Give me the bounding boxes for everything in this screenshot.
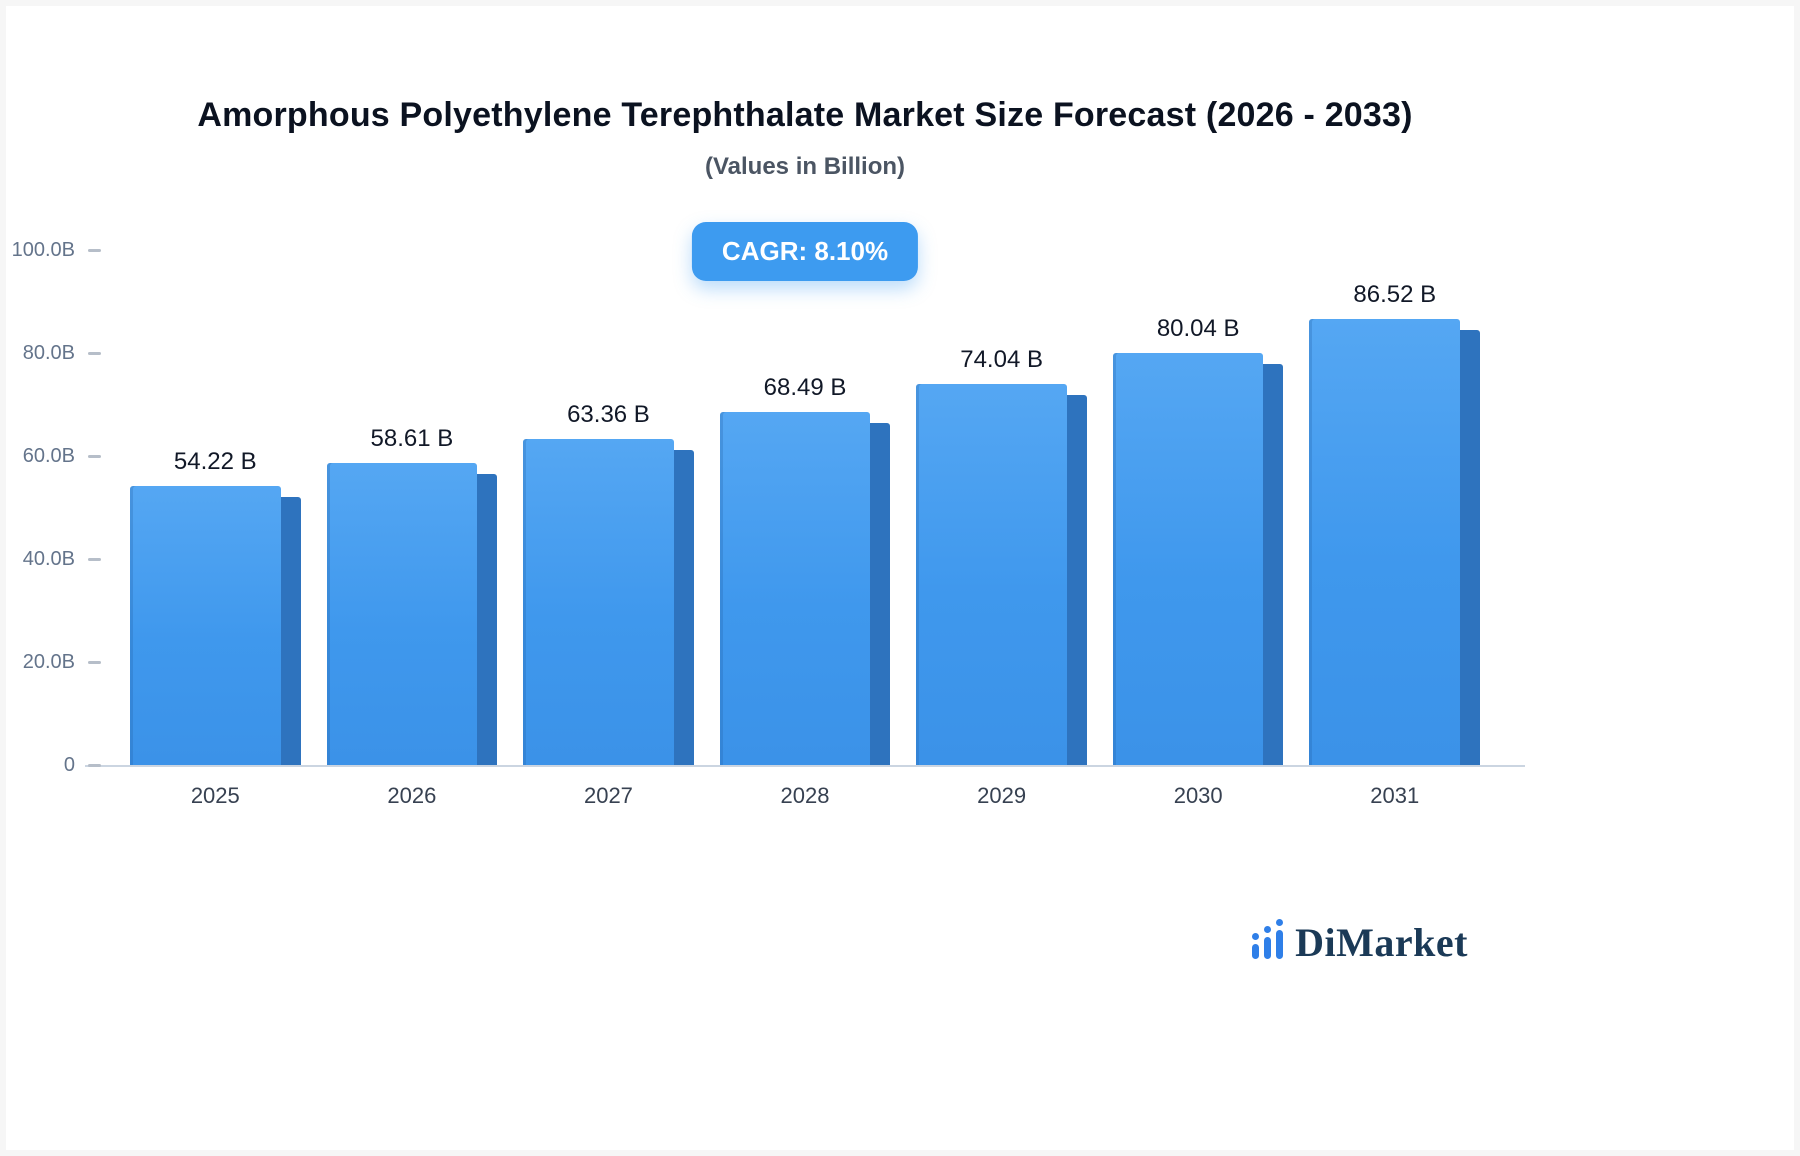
bar-group-2030: 80.04 B <box>1112 250 1284 765</box>
bar-2029 <box>916 383 1087 765</box>
bar-group-2028: 68.49 B <box>719 250 891 765</box>
y-tick-mark <box>88 352 101 355</box>
bar-value-label: 63.36 B <box>567 400 650 428</box>
y-tick-mark <box>88 764 101 767</box>
bar-group-2025: 54.22 B <box>130 250 301 765</box>
bar-face <box>523 438 674 765</box>
x-tick-label-2027: 2027 <box>583 783 633 808</box>
bar-2028 <box>719 412 891 765</box>
bar-value-label: 58.61 B <box>370 425 454 453</box>
bar-value-label: 68.49 B <box>763 374 847 402</box>
chart-title: Amorphous Polyethylene Terephthalate Mar… <box>197 96 1413 134</box>
bars-row: 54.22 B 58.61 B 63.36 B 68.49 B 74.04 B 80.04… <box>85 250 1525 765</box>
bar-2027 <box>523 438 694 765</box>
x-tick-label-2031: 2031 <box>1370 783 1420 808</box>
bar-2025 <box>130 485 301 765</box>
dimarket-logo: DiMarket <box>1252 919 1468 966</box>
logo-icon-col <box>1264 926 1272 959</box>
dimarket-logo-text: DiMarket <box>1295 920 1468 965</box>
x-axis-labels: 2025 2026 2027 2028 2029 2030 2031 <box>85 783 1525 809</box>
y-tick-mark <box>88 455 101 458</box>
plot-area: CAGR: 8.10% 100.0B 80.0B 60.0B 40.0B 20.0B 0 … <box>12 222 1525 776</box>
bar-face <box>130 485 281 765</box>
cagr-badge: CAGR: 8.10% <box>691 222 919 281</box>
y-tick-label: 40.0B <box>22 548 75 570</box>
x-tick-label-2029: 2029 <box>977 783 1027 808</box>
bar-side-shadow <box>1066 394 1087 765</box>
x-tick-label-2026: 2026 <box>387 783 437 808</box>
bar-side-shadow <box>1460 330 1481 765</box>
y-tick-label: 60.0B <box>22 445 75 467</box>
bar-2030 <box>1112 352 1284 765</box>
bar-side-shadow <box>1263 363 1284 765</box>
x-tick-label-2028: 2028 <box>780 783 830 808</box>
logo-icon-col <box>1276 919 1284 959</box>
bar-group-2026: 58.61 B <box>326 250 498 765</box>
y-tick-label: 100.0B <box>11 239 75 261</box>
y-tick-label: 0 <box>63 754 75 776</box>
bar-side-shadow <box>477 474 498 765</box>
chart-header: Amorphous Polyethylene Terephthalate Mar… <box>0 0 1610 181</box>
bar-group-2027: 63.36 B <box>523 250 694 765</box>
bar-face <box>719 412 871 765</box>
bar-side-shadow <box>673 449 694 765</box>
bar-2026 <box>326 463 498 765</box>
bar-2031 <box>1309 319 1481 765</box>
y-tick-label: 20.0B <box>22 651 75 673</box>
bar-face <box>326 463 478 765</box>
bar-value-label: 86.52 B <box>1353 281 1437 309</box>
bar-value-label: 80.04 B <box>1156 314 1240 342</box>
bar-side-shadow <box>280 496 301 765</box>
bar-face <box>1309 319 1461 765</box>
bar-face <box>1112 352 1264 765</box>
logo-icon-col <box>1252 933 1260 959</box>
chart-subtitle: (Values in Billion) <box>704 153 906 180</box>
y-tick-mark <box>88 661 101 664</box>
y-tick-mark <box>88 558 101 561</box>
y-tick-mark <box>88 249 101 252</box>
bar-side-shadow <box>870 423 891 765</box>
x-tick-label-2030: 2030 <box>1173 783 1223 808</box>
bar-group-2029: 74.04 B <box>916 250 1087 765</box>
x-tick-label-2025: 2025 <box>190 783 240 808</box>
bar-group-2031: 86.52 B <box>1309 250 1481 765</box>
bar-value-label: 54.22 B <box>173 447 257 475</box>
mini-bar-chart-icon <box>1252 919 1284 966</box>
y-tick-label: 80.0B <box>22 342 75 364</box>
bar-face <box>916 383 1067 765</box>
bar-value-label: 74.04 B <box>960 345 1043 373</box>
